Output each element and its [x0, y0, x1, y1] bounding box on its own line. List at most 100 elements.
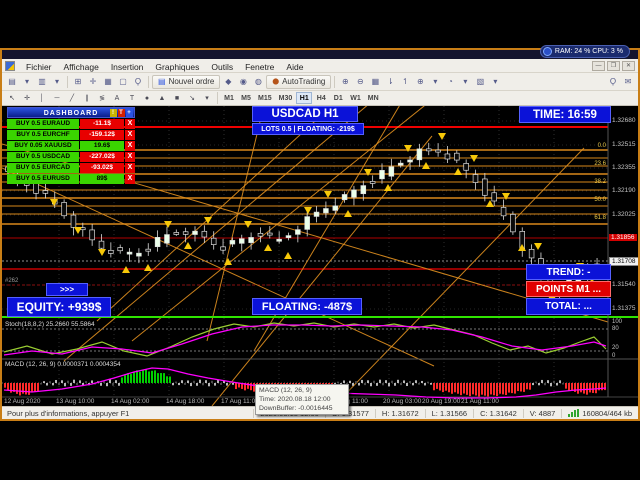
- menu-items: Fichier Affichage Insertion Graphiques Outil…: [20, 57, 309, 75]
- window-controls: — ❐ ✕: [592, 60, 635, 71]
- arrows-arrow-icon[interactable]: ▾: [205, 95, 209, 102]
- menu-insertion[interactable]: Insertion: [110, 61, 144, 72]
- toolbar-separator: [334, 75, 336, 88]
- metaeditor-icon[interactable]: ◆: [225, 77, 232, 86]
- menu-affichage[interactable]: Affichage: [63, 61, 99, 72]
- tile-windows-icon[interactable]: ▦: [371, 77, 380, 86]
- strategy-tester-icon[interactable]: Ϙ: [134, 77, 142, 86]
- current-price-label: 1.31708: [609, 257, 638, 266]
- fibo-tool-icon[interactable]: ≶: [99, 95, 105, 102]
- cursor-tool-icon[interactable]: ↖: [9, 95, 15, 102]
- zoom-in-icon[interactable]: ⊕: [342, 77, 349, 86]
- window-restore-button[interactable]: ❐: [607, 60, 620, 71]
- price-tick-label: 1.32025: [612, 211, 636, 218]
- menu-graphiques[interactable]: Graphiques: [155, 61, 200, 72]
- indicators-icon[interactable]: ⊕: [417, 77, 424, 86]
- dashboard-row: BUY 0.5 EURCHF -159.12$ X: [7, 130, 135, 140]
- position-label: BUY 0.05 XAUUSD: [7, 141, 79, 151]
- candlestick-icon[interactable]: ↿: [402, 77, 409, 86]
- stochastic-subwindow: [2, 322, 608, 357]
- profiles-icon[interactable]: ▥: [38, 77, 46, 86]
- close-position-button[interactable]: X: [125, 119, 135, 129]
- channel-tool-icon[interactable]: ∥: [85, 95, 89, 102]
- trendline-tool-icon[interactable]: ╱: [69, 95, 75, 102]
- lots-floating-box: LOTS 0.5 | FLOATING: -219$: [252, 123, 364, 135]
- timeframe-w1[interactable]: W1: [350, 94, 361, 102]
- data-window-icon[interactable]: ✛: [89, 77, 97, 86]
- terminal-icon[interactable]: ▢: [119, 77, 127, 86]
- new-chart-icon[interactable]: ▤: [8, 77, 16, 86]
- tooltip-line-3: DownBuffer: -0.0016445: [259, 405, 333, 412]
- community-icon[interactable]: ◉: [239, 77, 247, 86]
- menu-outils[interactable]: Outils: [211, 61, 234, 72]
- close-position-button[interactable]: X: [125, 152, 135, 162]
- timeframe-h4[interactable]: H4: [316, 94, 326, 102]
- position-label: BUY 0.5 EURUSD: [7, 174, 79, 184]
- crosshair-tool-icon[interactable]: ✛: [24, 95, 30, 102]
- window-close-button[interactable]: ✕: [622, 60, 635, 71]
- templates-arrow-icon[interactable]: ▾: [493, 77, 498, 86]
- price-tick-label: 1.31375: [612, 305, 636, 312]
- position-profit: -227.02$: [80, 152, 124, 162]
- window-separator-green[interactable]: [2, 316, 638, 318]
- position-label: BUY 0.5 USDCAD: [7, 152, 79, 162]
- bar-chart-icon[interactable]: ⇂: [387, 77, 394, 86]
- menu-aide[interactable]: Aide: [286, 61, 304, 72]
- navigator-icon[interactable]: ▦: [104, 77, 112, 86]
- chart-area[interactable]: DASHBOARD ! T + BUY 0.5 EURAUD -11.1$ X BUY…: [2, 106, 638, 406]
- chat-icon[interactable]: ✉: [624, 77, 632, 86]
- profiles-arrow-icon[interactable]: ▾: [54, 77, 59, 86]
- timeframe-m15[interactable]: M15: [258, 94, 272, 102]
- timeframe-m1[interactable]: M1: [224, 94, 234, 102]
- zoom-out-icon[interactable]: ⊖: [357, 77, 364, 86]
- close-position-button[interactable]: X: [125, 141, 135, 151]
- autotrading-button[interactable]: ⬤ AutoTrading: [266, 74, 332, 89]
- templates-icon[interactable]: ▧: [476, 77, 485, 86]
- stochastic-label: Stoch(18,8,2) 25.2660 55.5864: [5, 321, 95, 328]
- web-icon[interactable]: ◍: [254, 77, 262, 86]
- timeframe-h1[interactable]: H1: [296, 92, 313, 104]
- periods-icon[interactable]: ◔: [447, 77, 453, 86]
- arrows-tool-icon[interactable]: ↘: [189, 95, 195, 102]
- dashboard-minimize-icon[interactable]: !: [110, 109, 117, 117]
- close-position-button[interactable]: X: [125, 130, 135, 140]
- menu-fichier[interactable]: Fichier: [26, 61, 52, 72]
- vline-tool-icon[interactable]: │: [39, 94, 45, 102]
- indicators-arrow-icon[interactable]: ▾: [433, 77, 438, 86]
- rectangle-tool-icon[interactable]: ■: [174, 94, 180, 102]
- timeframe-d1[interactable]: D1: [333, 94, 343, 102]
- date-tick-label: 17 Aug 11:00: [221, 398, 259, 405]
- price-tick-label: 1.32515: [612, 141, 636, 148]
- fib-level-label: 0.0: [597, 143, 606, 149]
- dashboard-add-icon[interactable]: +: [126, 109, 133, 117]
- order-line-label: #262: [5, 278, 19, 284]
- new-chart-arrow-icon[interactable]: ▾: [24, 77, 29, 86]
- window-minimize-button[interactable]: —: [592, 60, 605, 71]
- fib-level-label: 50.0: [594, 197, 606, 203]
- date-tick-label: 14 Aug 02:00: [111, 398, 150, 405]
- price-tick-label: 1.31540: [612, 281, 636, 288]
- menu-fenetre[interactable]: Fenetre: [245, 61, 275, 72]
- close-position-button[interactable]: X: [125, 174, 135, 184]
- expand-button[interactable]: >>>: [46, 283, 88, 296]
- search-icon[interactable]: Ϙ: [609, 77, 617, 86]
- label-tool-icon[interactable]: T: [129, 94, 135, 102]
- market-watch-icon[interactable]: ⊞: [74, 77, 82, 86]
- triangle-tool-icon[interactable]: ▲: [158, 94, 166, 102]
- timeframe-m30[interactable]: M30: [278, 94, 293, 102]
- dashboard-rows: BUY 0.5 EURAUD -11.1$ X BUY 0.5 EURCHF -159.…: [7, 119, 135, 184]
- timeframe-m5[interactable]: M5: [241, 94, 251, 102]
- new-order-icon: ▤: [158, 77, 166, 86]
- new-order-button[interactable]: ▤ Nouvel ordre: [152, 74, 221, 89]
- periods-arrow-icon[interactable]: ▾: [463, 77, 468, 86]
- price-tick-label: 1.32190: [612, 187, 636, 194]
- status-high: H: 1.31672: [374, 408, 425, 418]
- stoch-level-label: 20: [612, 345, 619, 351]
- dashboard-close-icon[interactable]: T: [118, 109, 125, 117]
- text-tool-icon[interactable]: A: [114, 94, 120, 102]
- close-position-button[interactable]: X: [125, 163, 135, 173]
- ellipse-tool-icon[interactable]: ●: [144, 94, 150, 102]
- timeframe-mn[interactable]: MN: [367, 94, 379, 102]
- dashboard-header[interactable]: DASHBOARD ! T +: [7, 107, 135, 118]
- hline-tool-icon[interactable]: ─: [54, 94, 60, 102]
